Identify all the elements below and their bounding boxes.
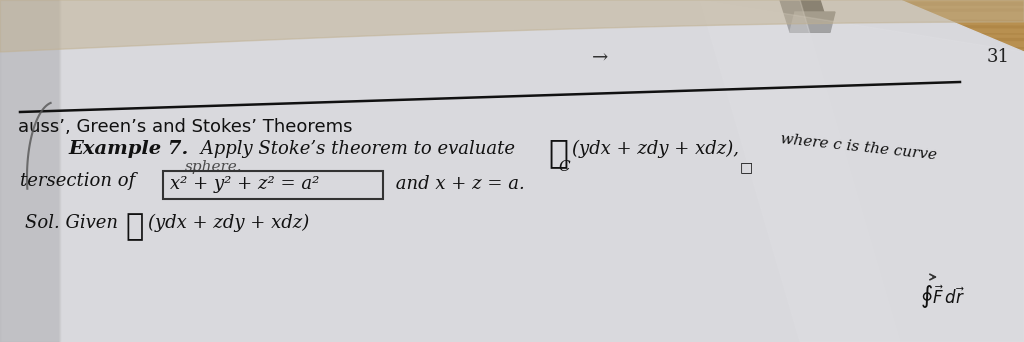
Polygon shape <box>530 0 1024 162</box>
Text: Sol. Given: Sol. Given <box>25 214 118 232</box>
Text: auss’, Green’s and Stokes’ Theorems: auss’, Green’s and Stokes’ Theorems <box>18 118 352 136</box>
Text: sphere.: sphere. <box>185 160 243 174</box>
Text: x² + y² + z² = a²: x² + y² + z² = a² <box>170 175 319 193</box>
Polygon shape <box>0 0 60 342</box>
Text: Example 7.: Example 7. <box>68 140 188 158</box>
Polygon shape <box>790 12 835 32</box>
Polygon shape <box>60 0 900 342</box>
Text: ∮: ∮ <box>125 211 143 242</box>
Text: (ydx + zdy + xdz),: (ydx + zdy + xdz), <box>572 140 739 158</box>
Text: C: C <box>558 160 569 174</box>
Text: where c is the curve: where c is the curve <box>780 132 938 162</box>
Text: and x + z = a.: and x + z = a. <box>390 175 524 193</box>
Bar <box>163 171 383 199</box>
Polygon shape <box>700 0 1024 342</box>
Text: Apply Stoke’s theorem to evaluate: Apply Stoke’s theorem to evaluate <box>195 140 515 158</box>
Text: tersection of: tersection of <box>20 172 135 190</box>
Text: 31: 31 <box>987 48 1010 66</box>
Text: ∮: ∮ <box>548 137 568 169</box>
Text: $\oint \vec{F}\,d\vec{r}$: $\oint \vec{F}\,d\vec{r}$ <box>920 283 966 311</box>
Text: →: → <box>592 48 608 66</box>
Text: (ydx + zdy + xdz): (ydx + zdy + xdz) <box>148 214 309 232</box>
Text: □: □ <box>740 160 753 174</box>
Polygon shape <box>780 0 830 32</box>
